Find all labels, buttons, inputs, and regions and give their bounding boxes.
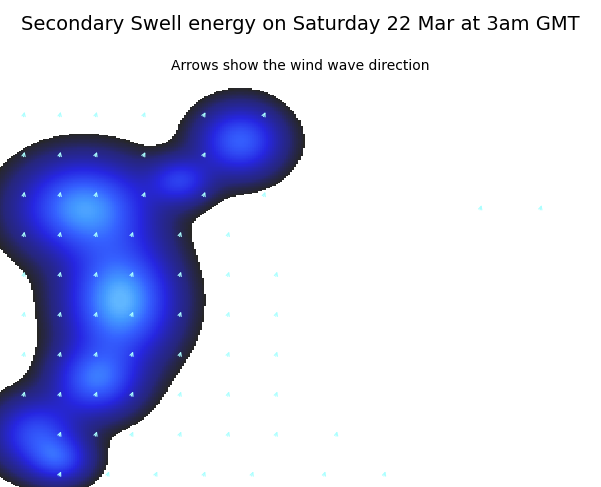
- Text: Arrows show the wind wave direction: Arrows show the wind wave direction: [171, 59, 430, 73]
- Text: Secondary Swell energy on Saturday 22 Mar at 3am GMT: Secondary Swell energy on Saturday 22 Ma…: [21, 15, 580, 34]
